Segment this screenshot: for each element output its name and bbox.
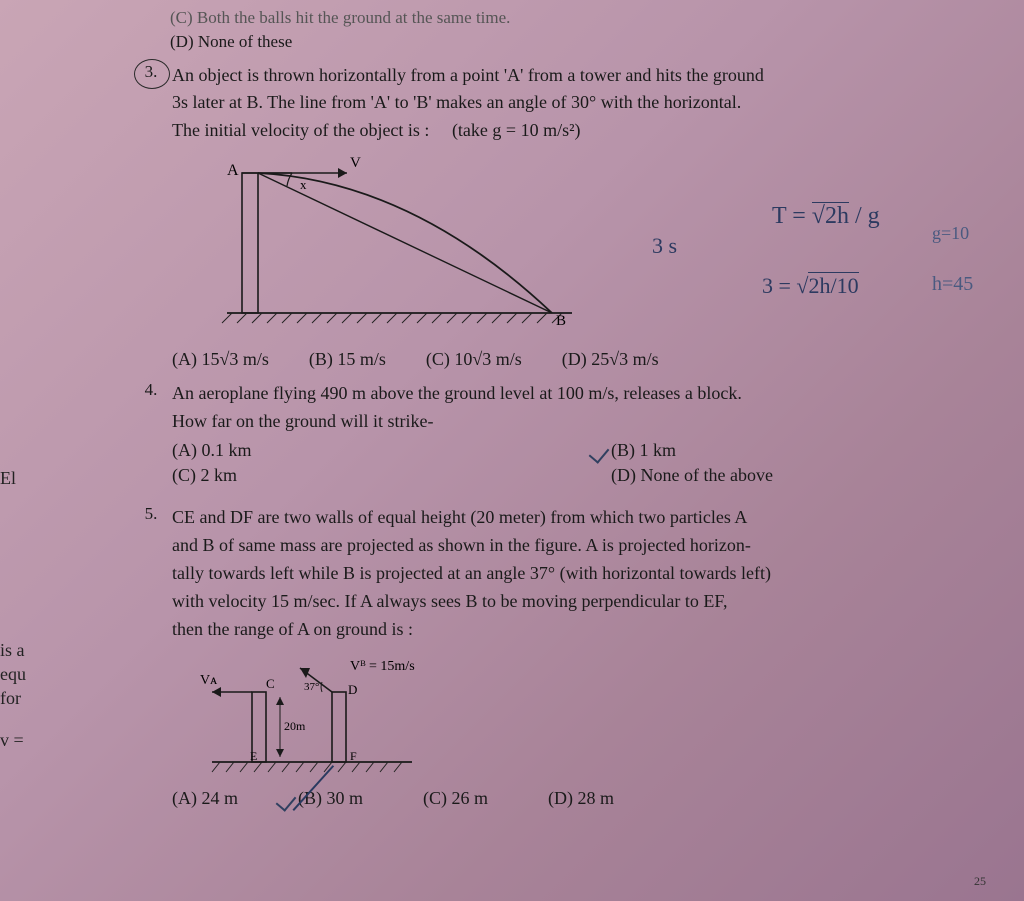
q5-figure: Vᴀ Vᴮ = 15m/s C D E F 37° 20m	[172, 652, 452, 782]
q5-opt-a: (A) 24 m	[172, 788, 238, 809]
q3-opt-d: (D) 25√3 m/s	[562, 349, 659, 370]
hand-g: g=10	[932, 223, 969, 244]
q3-opt-a: (A) 15√3 m/s	[172, 349, 269, 370]
page-content: (C) Both the balls hit the ground at the…	[110, 0, 1024, 819]
label-VB: Vᴮ = 15m/s	[350, 659, 415, 674]
page-number: 25	[974, 874, 986, 889]
q3-line1: An object is thrown horizontally from a …	[172, 65, 764, 85]
prev-option-d: (D) None of these	[170, 30, 1010, 54]
q4-text: An aeroplane flying 490 m above the grou…	[172, 380, 1010, 436]
q4-opt-d: (D) None of the above	[611, 465, 1010, 486]
q3-figure: A V x B	[172, 153, 592, 338]
q5-line3: tally towards left while B is projected …	[172, 563, 771, 583]
q5-text: CE and DF are two walls of equal height …	[172, 504, 1010, 643]
label-B: B	[556, 313, 566, 329]
q3-number: 3.	[130, 62, 172, 82]
side-text: El	[0, 468, 16, 489]
q3-opt-b: (B) 15 m/s	[309, 349, 386, 370]
label-x: x	[300, 177, 307, 192]
q5-options: (A) 24 m (B) 30 m (C) 26 m (D) 28 m	[172, 788, 1010, 809]
q4-opt-c: (C) 2 km	[172, 465, 571, 486]
q3-hint: (take g = 10 m/s²)	[452, 120, 581, 140]
side-text: v =	[0, 730, 24, 751]
q5-number: 5.	[130, 504, 172, 524]
label-VA: Vᴀ	[200, 673, 218, 688]
side-text: for	[0, 688, 21, 709]
q4-opt-b: (B) 1 km	[611, 440, 1010, 461]
side-text: equ	[0, 664, 26, 685]
label-C: C	[266, 676, 275, 691]
question-5: 5. CE and DF are two walls of equal heig…	[130, 504, 1010, 643]
label-F: F	[350, 749, 357, 763]
label-ang: 37°	[304, 681, 319, 693]
q5-opt-c: (C) 26 m	[423, 788, 488, 809]
q4-line1: An aeroplane flying 490 m above the grou…	[172, 383, 742, 403]
q5-line5: then the range of A on ground is :	[172, 619, 413, 639]
hand-h: h=45	[932, 273, 973, 296]
q5-opt-d: (D) 28 m	[548, 788, 614, 809]
question-3: 3. An object is thrown horizontally from…	[130, 62, 1010, 146]
question-4: 4. An aeroplane flying 490 m above the g…	[130, 380, 1010, 436]
prev-option-c: (C) Both the balls hit the ground at the…	[170, 6, 1010, 30]
q3-line3: The initial velocity of the object is :	[172, 120, 429, 140]
q5-opt-b: (B) 30 m	[298, 788, 363, 809]
q5-line2: and B of same mass are projected as show…	[172, 535, 751, 555]
q4-options: (A) 0.1 km (B) 1 km (C) 2 km (D) None of…	[172, 440, 1010, 486]
label-20m: 20m	[284, 719, 306, 733]
q5-line4: with velocity 15 m/sec. If A always sees…	[172, 591, 727, 611]
side-text: is a	[0, 640, 25, 661]
label-D: D	[348, 682, 357, 697]
q3-figure-wrap: A V x B 3 s T = √2h / g 3 = √2h/10 g=10 …	[172, 153, 1010, 343]
q3-text: An object is thrown horizontally from a …	[172, 62, 1010, 146]
q5-figure-wrap: Vᴀ Vᴮ = 15m/s C D E F 37° 20m	[172, 652, 1010, 782]
q5-line1: CE and DF are two walls of equal height …	[172, 507, 747, 527]
label-V: V	[350, 155, 361, 171]
q4-opt-a: (A) 0.1 km	[172, 440, 571, 461]
hand-eqT: T = √2h / g	[772, 203, 880, 230]
q4-line2: How far on the ground will it strike-	[172, 411, 433, 431]
hand-eq3: 3 = √2h/10	[762, 273, 859, 299]
label-A: A	[227, 162, 239, 179]
hand-3s: 3 s	[652, 233, 677, 259]
q4-number: 4.	[130, 380, 172, 400]
label-E: E	[250, 749, 257, 763]
q3-options: (A) 15√3 m/s (B) 15 m/s (C) 10√3 m/s (D)…	[172, 349, 1010, 370]
q3-opt-c: (C) 10√3 m/s	[426, 349, 522, 370]
q3-line2: 3s later at B. The line from 'A' to 'B' …	[172, 92, 741, 112]
